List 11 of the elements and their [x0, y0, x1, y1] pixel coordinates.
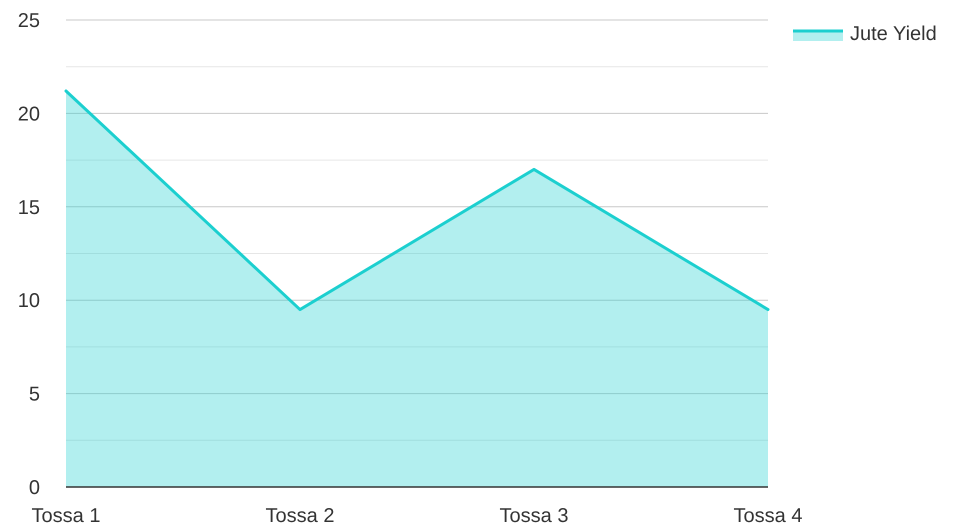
y-tick-label: 10 — [18, 290, 40, 312]
x-tick-label: Tossa 3 — [500, 505, 568, 526]
y-tick-label: 25 — [18, 10, 40, 32]
y-tick-label: 0 — [28, 477, 40, 499]
y-tick-label: 5 — [28, 384, 40, 406]
y-tick-label: 15 — [18, 196, 40, 219]
legend-label: Jute Yield — [850, 23, 937, 45]
y-tick-label: 20 — [18, 103, 40, 126]
x-tick-label: Tossa 4 — [734, 505, 802, 526]
x-tick-label: Tossa 2 — [266, 505, 334, 526]
x-tick-label: Tossa 1 — [32, 505, 100, 526]
